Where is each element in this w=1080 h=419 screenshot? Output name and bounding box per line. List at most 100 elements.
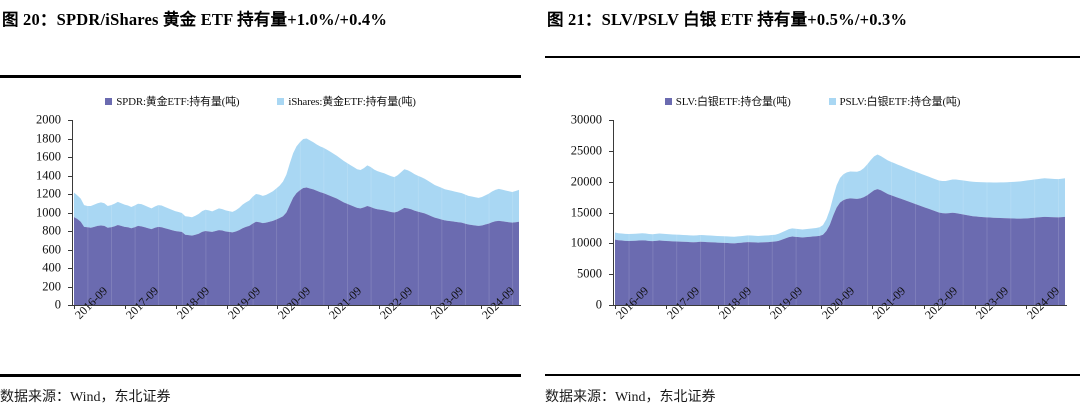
plot-grid-gap xyxy=(134,120,136,305)
plot-grid-gap xyxy=(915,120,916,305)
figure-21-source: 数据来源：Wind，东北证券 xyxy=(545,390,716,405)
x-tick-mark xyxy=(125,305,126,309)
x-tick-mark xyxy=(718,305,719,309)
figure-20-chart: SPDR:黄金ETF:持有量(吨) iShares:黄金ETF:持有量(吨) 0… xyxy=(0,92,521,367)
x-axis-line xyxy=(72,305,521,306)
y-tick-mark xyxy=(609,151,613,152)
plot-grid-gap xyxy=(700,120,702,305)
plot-grid-gap xyxy=(771,120,773,305)
y-tick-mark xyxy=(68,287,72,288)
x-tick-mark xyxy=(1026,305,1027,309)
y-tick-mark xyxy=(609,182,613,183)
plot-grid-gap xyxy=(252,120,254,305)
plot-grid-gap xyxy=(891,120,892,305)
y-tick-label: 2000 xyxy=(36,112,61,127)
legend-label-pslv: PSLV:白银ETF:持仓量(吨) xyxy=(839,96,961,108)
plot-grid-gap xyxy=(819,120,821,305)
y-tick-label: 1200 xyxy=(36,186,61,201)
plot-grid-gap xyxy=(512,120,514,305)
figure-20-title: 图 20：SPDR/iShares 黄金 ETF 持有量+1.0%/+0.4% xyxy=(2,10,388,29)
plot-grid-gap xyxy=(323,120,325,305)
x-tick-mark xyxy=(615,305,616,309)
legend-item-ishares: iShares:黄金ETF:持有量(吨) xyxy=(277,93,416,109)
x-tick-mark xyxy=(666,305,667,309)
figure-20-plot-area xyxy=(74,120,519,305)
legend-item-pslv: PSLV:白银ETF:持仓量(吨) xyxy=(828,93,961,109)
figure-21-plot-wrap: 0 5000 10000 15000 20000 25000 30000 2016-09 20… xyxy=(545,112,1080,322)
x-tick-mark xyxy=(924,305,925,309)
plot-grid-gap xyxy=(276,120,278,305)
plot-grid-gap xyxy=(843,120,845,305)
figure-21-top-rule xyxy=(545,56,1080,58)
y-tick-label: 5000 xyxy=(577,266,602,281)
legend-swatch-pslv xyxy=(828,97,836,105)
stacked-area-series xyxy=(74,120,519,305)
x-tick-mark xyxy=(379,305,380,309)
figure-panel-gold-etf: 图 20：SPDR/iShares 黄金 ETF 持有量+1.0%/+0.4% … xyxy=(0,0,530,419)
legend-label-ishares: iShares:黄金ETF:持有量(吨) xyxy=(288,96,416,108)
y-tick-label: 600 xyxy=(42,242,61,256)
x-tick-mark xyxy=(872,305,873,309)
y-tick-mark xyxy=(68,250,72,251)
plot-grid-gap xyxy=(158,120,160,305)
figure-21-legend: SLV:白银ETF:持仓量(吨) PSLV:白银ETF:持仓量(吨) xyxy=(545,92,1080,110)
y-tick-label: 20000 xyxy=(570,174,602,189)
y-tick-mark xyxy=(609,120,613,121)
figure-20-source: 数据来源：Wind，东北证券 xyxy=(0,390,171,405)
plot-grid-gap xyxy=(867,120,869,305)
y-tick-label: 0 xyxy=(54,297,61,312)
figure-21-title: 图 21：SLV/PSLV 白银 ETF 持有量+0.5%/+0.3% xyxy=(547,10,908,29)
plot-grid-gap xyxy=(205,120,207,305)
y-tick-mark xyxy=(609,274,613,275)
plot-grid-gap xyxy=(229,120,230,305)
stacked-area-series xyxy=(615,120,1065,305)
figure-21-bottom-rule xyxy=(545,374,1080,376)
y-tick-label: 200 xyxy=(42,279,61,293)
plot-grid-gap xyxy=(394,120,396,305)
plot-grid-gap xyxy=(87,120,89,305)
x-tick-mark xyxy=(277,305,278,309)
figure-21-plot-area xyxy=(615,120,1065,305)
y-tick-label: 800 xyxy=(42,223,61,238)
figure-21-chart: SLV:白银ETF:持仓量(吨) PSLV:白银ETF:持仓量(吨) 0 5000… xyxy=(545,92,1080,367)
y-tick-label: 1400 xyxy=(36,168,61,182)
y-tick-mark xyxy=(609,213,613,214)
area-series-1 xyxy=(615,189,1065,305)
figure-20-legend: SPDR:黄金ETF:持有量(吨) iShares:黄金ETF:持有量(吨) xyxy=(0,92,521,110)
x-tick-mark xyxy=(227,305,228,309)
x-tick-mark xyxy=(74,305,75,309)
plot-grid-gap xyxy=(441,120,443,305)
figure-20-top-rule xyxy=(0,75,521,78)
figure-21-y-axis-labels: 0 5000 10000 15000 20000 25000 30000 xyxy=(545,112,607,312)
area-series-2 xyxy=(615,154,1065,244)
plot-grid-gap xyxy=(747,120,749,305)
y-tick-mark xyxy=(68,176,72,177)
plot-grid-gap xyxy=(299,120,301,305)
y-tick-mark xyxy=(609,305,613,306)
y-tick-label: 1000 xyxy=(36,205,61,219)
x-tick-mark xyxy=(430,305,431,309)
x-tick-mark xyxy=(975,305,976,309)
legend-swatch-spdr xyxy=(105,97,113,105)
plot-grid-gap xyxy=(417,120,419,305)
x-tick-mark xyxy=(821,305,822,309)
x-tick-mark xyxy=(328,305,329,309)
legend-swatch-slv xyxy=(664,97,672,105)
plot-grid-gap xyxy=(1058,120,1059,305)
plot-grid-gap xyxy=(986,120,988,305)
area-series-2 xyxy=(74,138,519,236)
x-tick-mark xyxy=(769,305,770,309)
y-tick-mark xyxy=(68,120,72,121)
plot-grid-gap xyxy=(1010,120,1012,305)
y-tick-label: 0 xyxy=(595,297,602,312)
y-tick-label: 400 xyxy=(42,260,61,275)
y-tick-label: 30000 xyxy=(570,112,602,127)
y-tick-mark xyxy=(68,139,72,140)
area-series-1 xyxy=(74,187,519,305)
plot-grid-gap xyxy=(628,120,630,305)
plot-grid-gap xyxy=(676,120,678,305)
plot-grid-gap xyxy=(465,120,466,305)
plot-grid-gap xyxy=(488,120,490,305)
y-tick-mark xyxy=(609,243,613,244)
